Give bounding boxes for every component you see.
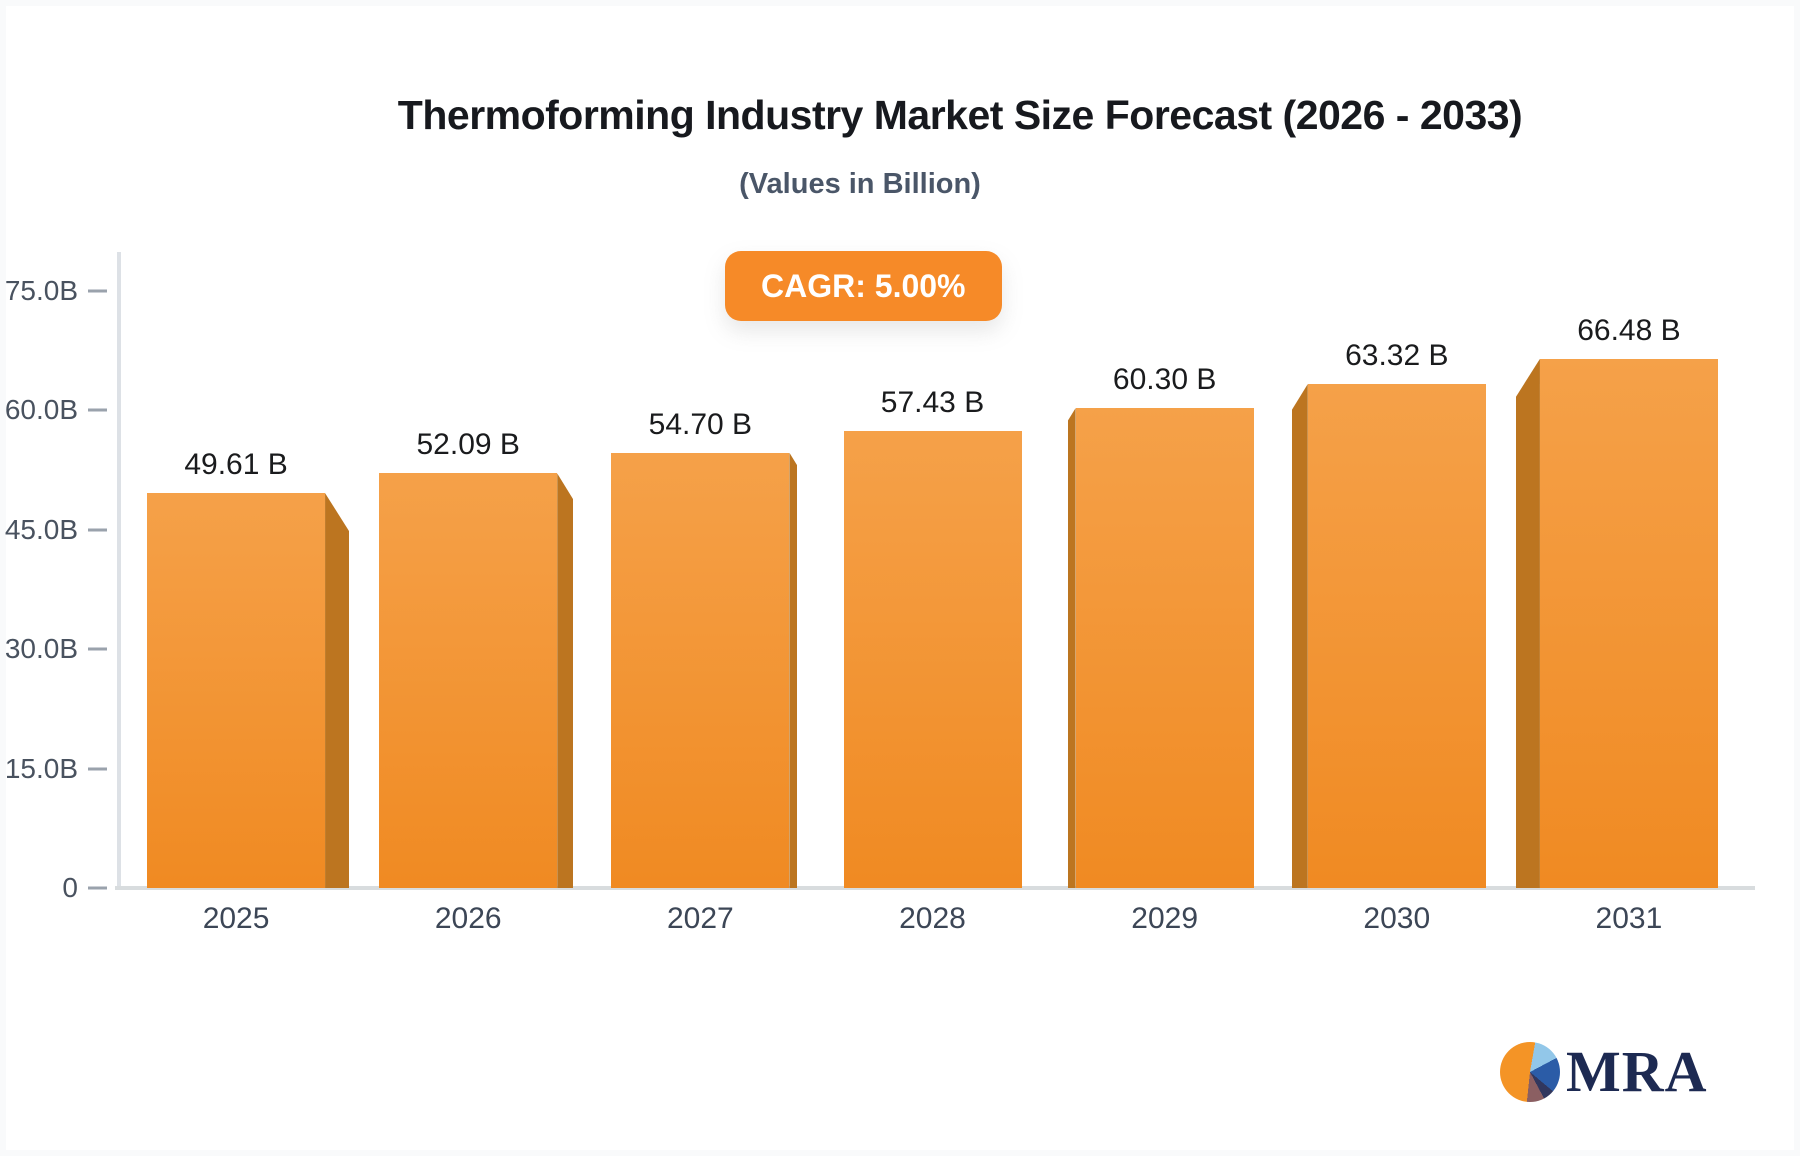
x-tick-label: 2031 [1595, 902, 1663, 935]
bar-2028 [843, 430, 1022, 888]
chart-subtitle: (Values in Billion) [739, 168, 981, 200]
y-tick-mark [88, 528, 107, 532]
bar-side-face [1515, 358, 1540, 888]
x-axis-line [115, 886, 1755, 890]
y-tick-label: 15.0B [4, 752, 78, 784]
y-tick-label: 75.0B [4, 275, 78, 306]
bar-value-label: 54.70 B [648, 407, 753, 441]
y-tick-mark [88, 289, 107, 293]
bar-side-face [1067, 408, 1076, 888]
bar-side-face [1291, 383, 1308, 888]
bar-side-face [557, 473, 574, 888]
logo-text: MRA [1566, 1039, 1708, 1104]
bar-2025 [147, 493, 326, 888]
chart-title: Thermoforming Industry Market Size Forec… [397, 92, 1523, 138]
y-tick-label: 0 [62, 872, 78, 903]
y-tick-mark [88, 408, 107, 412]
bar-value-label: 49.61 B [184, 448, 288, 482]
logo: MRA [1500, 1038, 1708, 1105]
x-tick-label: 2026 [434, 902, 502, 935]
bar-side-face [325, 493, 350, 888]
bar-value-label: 66.48 B [1577, 313, 1681, 347]
bar-2029 [1075, 408, 1254, 888]
x-tick-label: 2025 [202, 902, 270, 935]
bar-side-face [789, 452, 798, 888]
bar-2026 [379, 473, 558, 888]
bar-value-label: 52.09 B [416, 428, 520, 462]
bar-value-label: 60.30 B [1112, 363, 1217, 396]
cagr-badge: CAGR: 5.00% [725, 251, 1002, 321]
bar-2030 [1307, 383, 1486, 888]
y-axis-line [117, 252, 121, 890]
bar-2027 [611, 452, 790, 888]
y-tick-label: 30.0B [4, 633, 78, 665]
y-tick-label: 60.0B [4, 394, 78, 426]
bar-value-label: 63.32 B [1345, 338, 1449, 372]
bar-2031 [1539, 358, 1718, 888]
y-tick-mark [88, 767, 107, 771]
x-tick-label: 2029 [1131, 902, 1199, 935]
x-tick-label: 2030 [1363, 902, 1431, 935]
y-tick-mark [88, 886, 107, 890]
x-tick-label: 2027 [666, 902, 734, 935]
y-tick-mark [88, 647, 107, 651]
y-tick-label: 45.0B [4, 513, 78, 545]
x-tick-label: 2028 [899, 902, 966, 935]
bar-value-label: 57.43 B [880, 385, 985, 419]
pie-chart-icon [1500, 1041, 1560, 1102]
